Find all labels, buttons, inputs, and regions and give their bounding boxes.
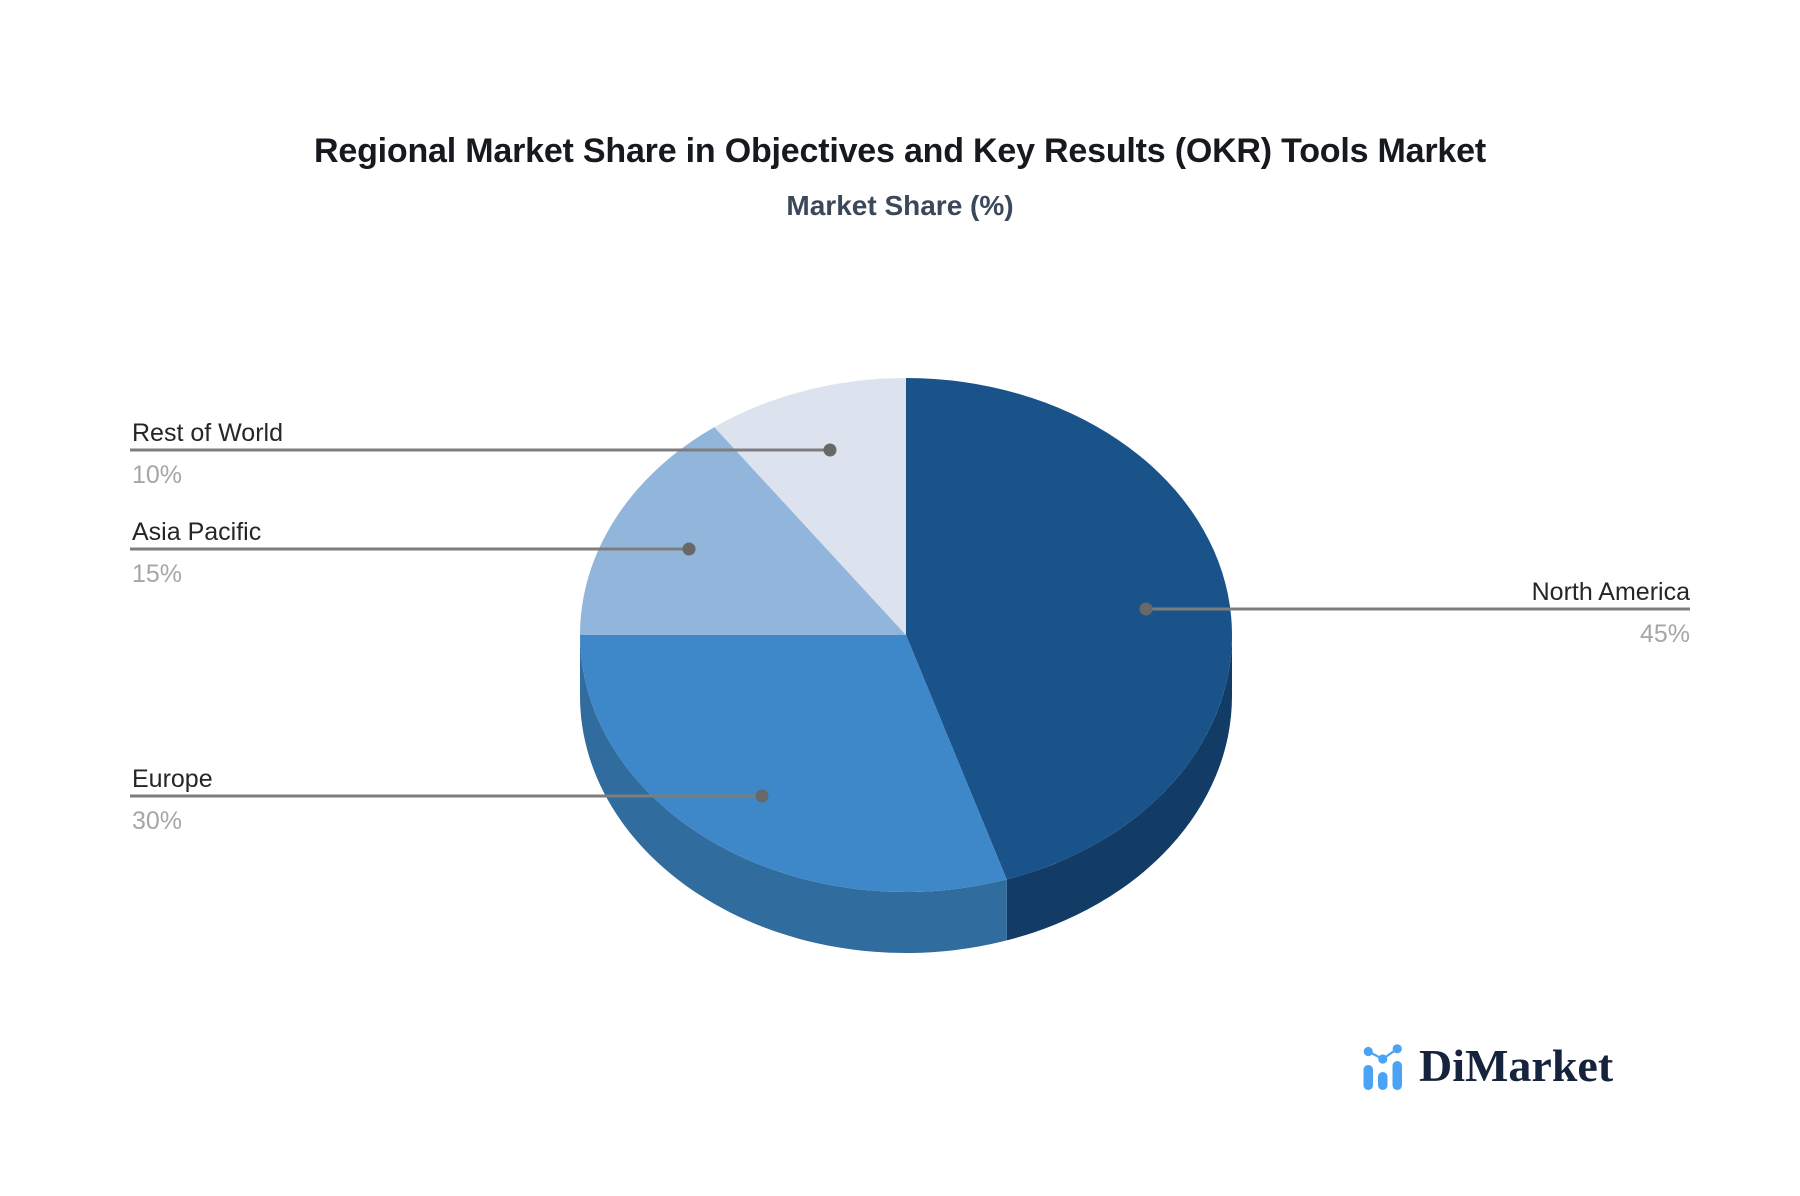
logo-bar xyxy=(1363,1065,1373,1090)
slice-label-north-america: North America xyxy=(1532,578,1690,606)
slice-label-rest-of-world: Rest of World xyxy=(132,419,283,447)
callout-rest-of-world: Rest of World 10% xyxy=(130,419,837,489)
callout-europe: Europe 30% xyxy=(130,765,769,835)
leader-dot xyxy=(823,443,837,457)
pie-slice-asia-pacific[interactable] xyxy=(580,427,906,635)
logo-text: DiMarket xyxy=(1419,1040,1614,1091)
slice-value-north-america: 45% xyxy=(1640,620,1690,648)
leader-dot xyxy=(1139,602,1153,616)
logo-dot xyxy=(1392,1044,1402,1054)
slice-label-europe: Europe xyxy=(132,765,213,793)
bar-chart-trend-icon xyxy=(1363,1044,1402,1090)
logo: DiMarket xyxy=(1363,1042,1613,1090)
slice-value-rest-of-world: 10% xyxy=(132,461,182,489)
callout-north-america: North America 45% xyxy=(1139,578,1690,648)
slice-value-asia-pacific: 15% xyxy=(132,560,182,588)
leader-dot xyxy=(682,542,696,556)
slice-value-europe: 30% xyxy=(132,807,182,835)
chart-subtitle: Market Share (%) xyxy=(786,190,1014,221)
slice-label-asia-pacific: Asia Pacific xyxy=(132,518,261,546)
logo-bar xyxy=(1392,1061,1402,1090)
pie-slice-side-europe xyxy=(580,635,1007,953)
pie-slice-rest-of-world[interactable] xyxy=(714,378,906,635)
chart-title: Regional Market Share in Objectives and … xyxy=(314,132,1486,170)
logo-dot xyxy=(1363,1046,1373,1057)
logo-dot xyxy=(1378,1054,1388,1064)
pie[interactable] xyxy=(580,378,1232,953)
logo-bar xyxy=(1378,1072,1388,1090)
pie-slice-north-america[interactable] xyxy=(906,378,1232,880)
callout-asia-pacific: Asia Pacific 15% xyxy=(130,518,696,588)
leader-dot xyxy=(755,789,769,803)
pie-slice-europe[interactable] xyxy=(580,635,1007,892)
pie-slice-side-north-america xyxy=(1006,635,1232,941)
